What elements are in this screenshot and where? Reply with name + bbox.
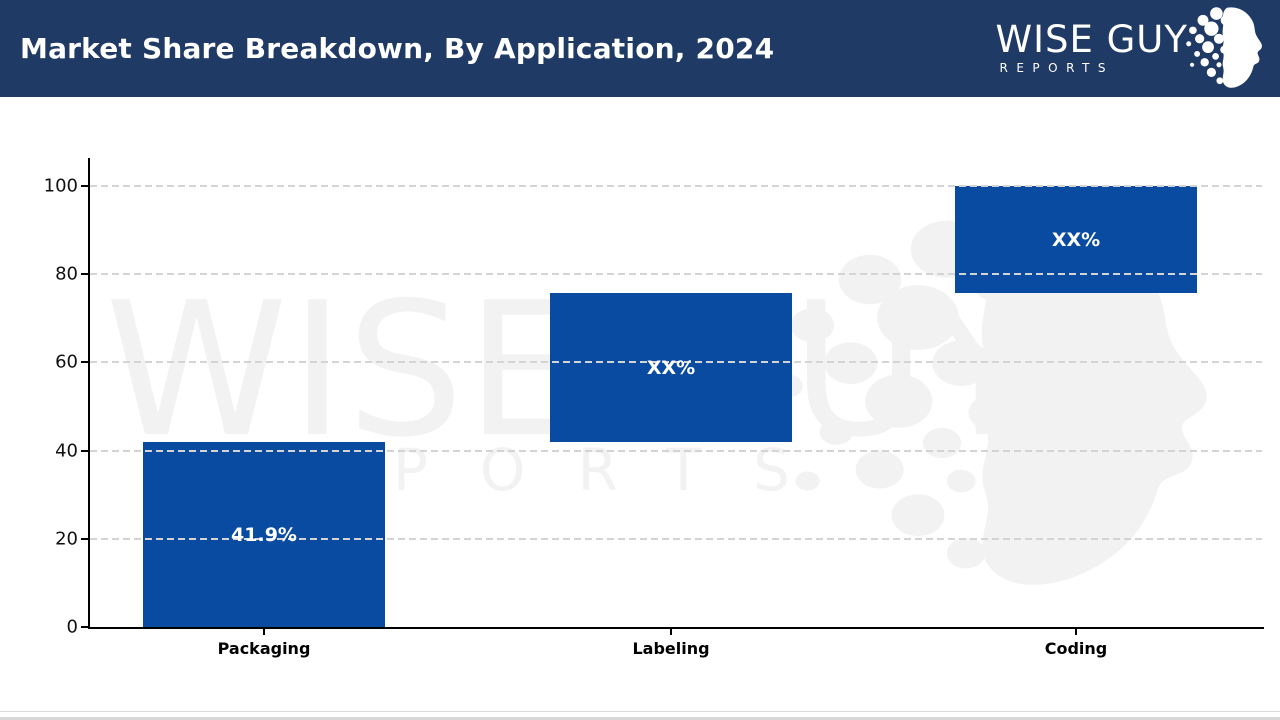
y-tick-mark [81, 449, 88, 452]
bar-coding [955, 186, 1197, 294]
gridline-80 [90, 273, 1262, 276]
y-tick-mark [81, 185, 88, 187]
x-tick-label-packaging: Packaging [217, 639, 311, 658]
x-tick-label-labeling: Labeling [632, 639, 710, 658]
logo-reports-text: REPORTS [999, 61, 1115, 76]
bar-value-label: XX% [646, 356, 696, 379]
logo-wiseguy-text: WISE GUY [995, 17, 1188, 61]
y-tick-label: 0 [66, 616, 78, 638]
y-tick-label: 100 [43, 175, 78, 197]
x-tick-mark [1075, 629, 1077, 635]
y-tick-mark [81, 361, 88, 364]
footer-strip [0, 711, 1280, 720]
y-tick-label: 40 [55, 440, 78, 462]
y-tick-label: 80 [55, 263, 78, 285]
wise-guy-reports-logo: WISE GUY REPORTS [996, 6, 1266, 90]
x-tick-mark [263, 629, 265, 635]
bar-value-label: 41.9% [231, 523, 297, 546]
x-tick-mark [670, 629, 672, 635]
gridline-40 [90, 449, 1262, 452]
y-tick-mark [81, 626, 88, 628]
y-axis-line [88, 158, 90, 629]
x-tick-label-coding: Coding [1044, 639, 1108, 658]
chart-title: Market Share Breakdown, By Application, … [20, 32, 775, 65]
bar-value-label: XX% [1051, 228, 1101, 251]
y-tick-mark [81, 537, 88, 540]
logo-face-icon [1182, 6, 1266, 90]
y-tick-label: 60 [55, 351, 78, 373]
logo-text: WISE GUY REPORTS [995, 17, 1188, 76]
gridline-100 [90, 185, 1262, 187]
gridline-60 [90, 361, 1262, 364]
x-axis-line [88, 627, 1264, 629]
y-tick-label: 20 [55, 528, 78, 550]
gridline-20 [90, 537, 1262, 540]
bar-labeling [550, 293, 792, 443]
header-bar: Market Share Breakdown, By Application, … [0, 0, 1280, 97]
bar-packaging [143, 442, 385, 627]
y-tick-mark [81, 273, 88, 276]
